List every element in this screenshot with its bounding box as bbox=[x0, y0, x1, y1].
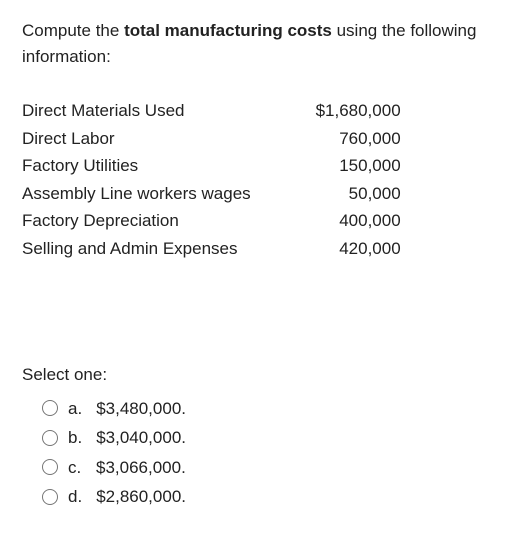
row-value: 150,000 bbox=[301, 152, 401, 180]
row-value: 50,000 bbox=[301, 180, 401, 208]
row-label: Factory Depreciation bbox=[22, 207, 301, 235]
row-label: Selling and Admin Expenses bbox=[22, 235, 301, 263]
option-d[interactable]: d. $2,860,000. bbox=[42, 482, 496, 512]
option-text: $3,040,000. bbox=[96, 425, 186, 451]
question-bold: total manufacturing costs bbox=[124, 21, 332, 40]
option-b[interactable]: b. $3,040,000. bbox=[42, 423, 496, 453]
table-row: Direct Labor 760,000 bbox=[22, 125, 401, 153]
option-a[interactable]: a. $3,480,000. bbox=[42, 394, 496, 424]
option-letter: b. bbox=[68, 425, 82, 451]
option-letter: d. bbox=[68, 484, 82, 510]
row-value: 760,000 bbox=[301, 125, 401, 153]
question-prompt: Compute the total manufacturing costs us… bbox=[22, 18, 496, 69]
table-row: Direct Materials Used $1,680,000 bbox=[22, 97, 401, 125]
question-prefix: Compute the bbox=[22, 21, 124, 40]
radio-b[interactable] bbox=[42, 430, 58, 446]
option-c[interactable]: c. $3,066,000. bbox=[42, 453, 496, 483]
option-text: $2,860,000. bbox=[96, 484, 186, 510]
radio-d[interactable] bbox=[42, 489, 58, 505]
table-row: Selling and Admin Expenses 420,000 bbox=[22, 235, 401, 263]
option-text: $3,066,000. bbox=[96, 455, 186, 481]
data-table: Direct Materials Used $1,680,000 Direct … bbox=[22, 97, 401, 262]
table-row: Factory Utilities 150,000 bbox=[22, 152, 401, 180]
row-label: Assembly Line workers wages bbox=[22, 180, 301, 208]
option-letter: a. bbox=[68, 396, 82, 422]
row-value: 400,000 bbox=[301, 207, 401, 235]
row-value: $1,680,000 bbox=[301, 97, 401, 125]
option-letter: c. bbox=[68, 455, 82, 481]
row-label: Direct Materials Used bbox=[22, 97, 301, 125]
row-label: Factory Utilities bbox=[22, 152, 301, 180]
table-row: Assembly Line workers wages 50,000 bbox=[22, 180, 401, 208]
row-value: 420,000 bbox=[301, 235, 401, 263]
row-label: Direct Labor bbox=[22, 125, 301, 153]
select-one-label: Select one: bbox=[22, 362, 496, 388]
radio-c[interactable] bbox=[42, 459, 58, 475]
table-row: Factory Depreciation 400,000 bbox=[22, 207, 401, 235]
option-text: $3,480,000. bbox=[96, 396, 186, 422]
options-group: a. $3,480,000. b. $3,040,000. c. $3,066,… bbox=[22, 394, 496, 512]
radio-a[interactable] bbox=[42, 400, 58, 416]
